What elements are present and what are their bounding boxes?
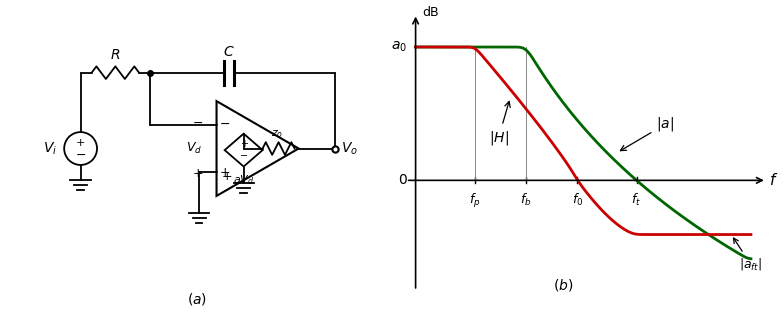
Text: +: + xyxy=(192,167,203,180)
Text: $C$: $C$ xyxy=(223,46,235,59)
Text: $(b)$: $(b)$ xyxy=(554,276,574,293)
Text: −: − xyxy=(240,151,248,161)
Text: $f$: $f$ xyxy=(768,172,778,188)
Text: $|a|$: $|a|$ xyxy=(620,115,674,151)
Text: $R$: $R$ xyxy=(111,48,121,62)
Text: $f_b$: $f_b$ xyxy=(521,192,532,208)
Text: −: − xyxy=(75,149,86,162)
Text: $z_o$: $z_o$ xyxy=(270,128,283,140)
Text: $V_o$: $V_o$ xyxy=(341,140,358,157)
Text: +: + xyxy=(240,139,248,149)
Text: $(a)$: $(a)$ xyxy=(187,291,208,307)
Text: −: − xyxy=(220,118,230,131)
Text: dB: dB xyxy=(423,6,439,19)
Text: $|H|$: $|H|$ xyxy=(488,101,510,147)
Text: $f_0$: $f_0$ xyxy=(572,192,583,208)
Text: −: − xyxy=(192,117,203,130)
Text: $aV_d$: $aV_d$ xyxy=(233,173,254,187)
Text: +: + xyxy=(222,170,233,184)
Text: +: + xyxy=(220,166,230,179)
Text: +: + xyxy=(76,138,85,148)
Text: $V_i$: $V_i$ xyxy=(43,140,57,157)
Text: $a_0$: $a_0$ xyxy=(391,40,407,54)
Text: $|a_{ft}|$: $|a_{ft}|$ xyxy=(734,238,763,272)
Text: 0: 0 xyxy=(398,173,407,187)
Text: $f_p$: $f_p$ xyxy=(469,192,481,210)
Text: $f_t$: $f_t$ xyxy=(631,192,641,208)
Text: $V_d$: $V_d$ xyxy=(186,141,201,156)
